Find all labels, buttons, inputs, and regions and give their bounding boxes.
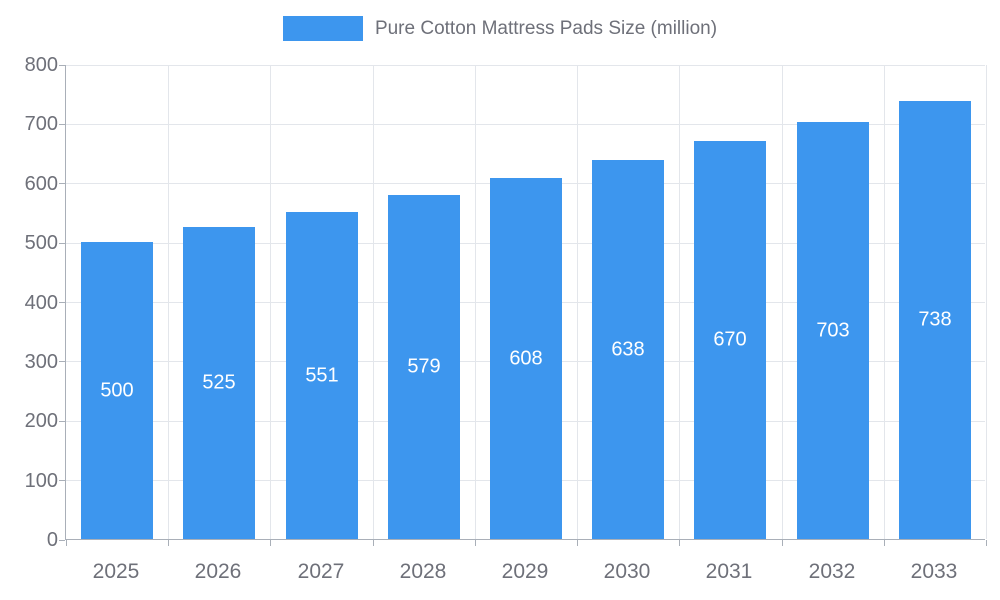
vertical-gridline bbox=[269, 65, 271, 539]
y-tick-label: 100 bbox=[24, 469, 58, 492]
vertical-gridline bbox=[372, 65, 374, 539]
y-tick-mark bbox=[59, 183, 65, 185]
y-tick-label: 400 bbox=[24, 291, 58, 314]
bar-value-label: 525 bbox=[202, 371, 236, 394]
vertical-gridline bbox=[678, 65, 680, 539]
x-tick-label: 2031 bbox=[705, 560, 753, 583]
y-tick-label: 500 bbox=[24, 232, 58, 255]
x-tick-label: 2028 bbox=[399, 560, 447, 583]
horizontal-gridline bbox=[66, 123, 985, 125]
x-tick-label: 2029 bbox=[501, 560, 549, 583]
y-tick-mark bbox=[59, 302, 65, 303]
vertical-gridline bbox=[883, 65, 885, 539]
y-tick-label: 300 bbox=[24, 350, 58, 373]
y-tick-label: 200 bbox=[24, 410, 58, 433]
legend[interactable]: Pure Cotton Mattress Pads Size (million) bbox=[0, 16, 1000, 41]
vertical-gridline bbox=[781, 65, 783, 539]
y-tick-label: 800 bbox=[24, 54, 58, 76]
bar[interactable]: 670 bbox=[694, 141, 766, 539]
x-tick-mark bbox=[167, 540, 169, 546]
y-tick-label: 0 bbox=[46, 529, 58, 551]
bar-value-label: 703 bbox=[816, 319, 850, 341]
y-tick-mark bbox=[59, 361, 65, 363]
x-tick-label: 2030 bbox=[603, 560, 651, 583]
x-tick-label: 2033 bbox=[910, 560, 958, 583]
x-tick-label: 2026 bbox=[194, 560, 242, 583]
y-tick-label: 700 bbox=[24, 113, 58, 136]
bar[interactable]: 525 bbox=[183, 227, 255, 539]
vertical-gridline bbox=[474, 65, 476, 539]
bar-value-label: 738 bbox=[918, 308, 952, 331]
y-tick-mark bbox=[59, 420, 65, 422]
x-axis: 2025 2026 2027 2028 2029 2030 2031 2032 2033 bbox=[65, 552, 985, 583]
horizontal-gridline bbox=[66, 64, 985, 66]
bar-value-label: 579 bbox=[407, 355, 441, 378]
bar[interactable]: 579 bbox=[388, 195, 460, 539]
x-tick-mark bbox=[576, 540, 578, 546]
legend-swatch bbox=[282, 16, 363, 41]
legend-label: Pure Cotton Mattress Pads Size (million) bbox=[374, 17, 718, 39]
x-tick-mark bbox=[65, 540, 67, 546]
x-tick-mark bbox=[985, 540, 987, 546]
x-tick-mark bbox=[372, 540, 374, 546]
x-tick-label: 2027 bbox=[297, 560, 345, 583]
y-tick-mark bbox=[59, 242, 65, 244]
y-tick-mark bbox=[59, 123, 65, 125]
x-tick-label: 2032 bbox=[808, 560, 856, 583]
bar-value-label: 551 bbox=[305, 364, 339, 386]
vertical-gridline bbox=[167, 65, 169, 539]
bar[interactable]: 608 bbox=[490, 178, 562, 539]
bar-value-label: 638 bbox=[611, 338, 645, 360]
y-tick-mark bbox=[59, 539, 65, 541]
x-tick-mark bbox=[781, 540, 783, 546]
x-tick-label: 2025 bbox=[92, 560, 140, 583]
bar[interactable]: 738 bbox=[899, 101, 971, 539]
bar-value-label: 608 bbox=[509, 347, 543, 369]
vertical-gridline bbox=[576, 65, 578, 539]
y-axis: 0 100 200 300 400 500 600 700 800 bbox=[0, 54, 58, 551]
x-tick-mark bbox=[678, 540, 680, 546]
bar[interactable]: 551 bbox=[286, 212, 358, 539]
y-tick-mark bbox=[59, 64, 65, 66]
vertical-gridline bbox=[985, 65, 987, 539]
x-tick-mark bbox=[883, 540, 885, 546]
bar-value-label: 670 bbox=[713, 328, 747, 351]
x-tick-mark bbox=[474, 540, 476, 546]
bar[interactable]: 703 bbox=[797, 122, 869, 539]
bar-value-label: 500 bbox=[100, 379, 134, 401]
y-tick-mark bbox=[59, 480, 65, 482]
bar[interactable]: 638 bbox=[592, 160, 664, 539]
bar[interactable]: 500 bbox=[81, 242, 153, 539]
y-tick-label: 600 bbox=[24, 172, 58, 195]
x-tick-mark bbox=[269, 540, 271, 546]
plot-area: 500 525 551 579 608 638 670 703 738 bbox=[59, 64, 987, 546]
